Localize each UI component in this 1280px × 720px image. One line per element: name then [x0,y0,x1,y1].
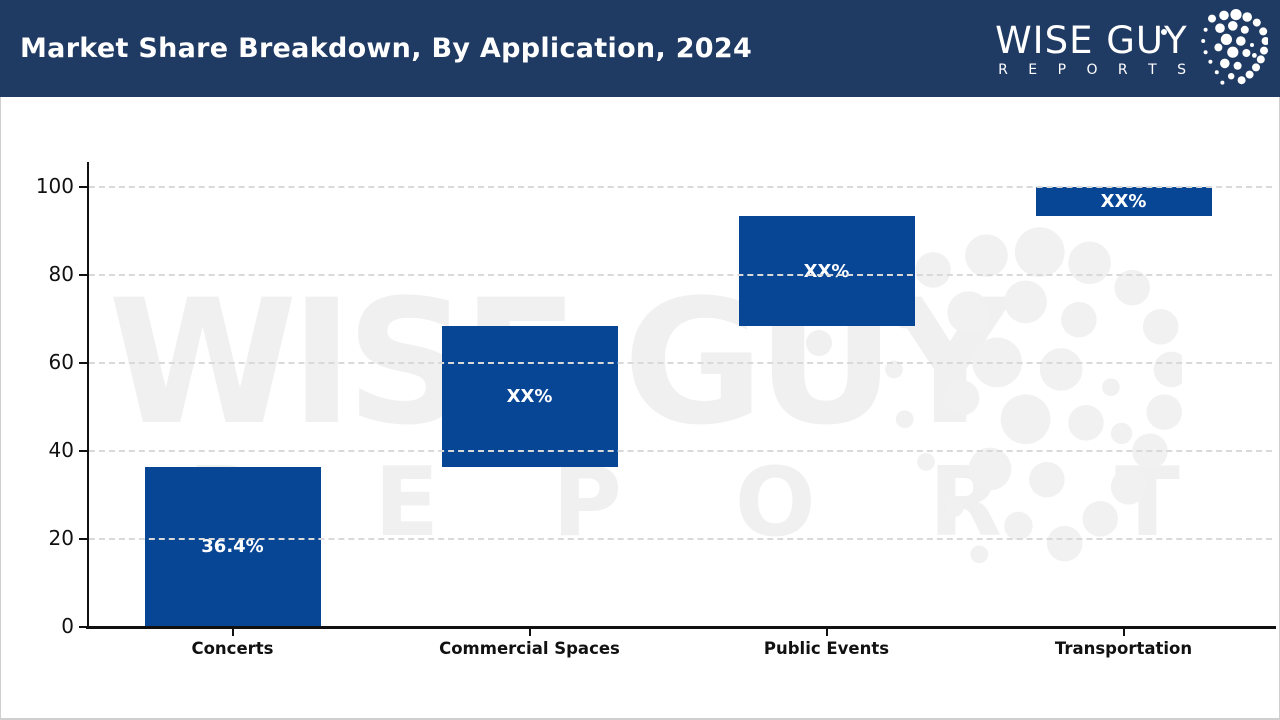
bar-label-commercial-spaces: XX% [506,386,553,408]
page-title: Market Share Breakdown, By Application, … [20,33,753,64]
page-border-left [0,97,1,720]
y-axis-label-0: 0 [61,614,74,638]
gridline-40 [89,450,1272,452]
bar-transportation: XX% [1035,187,1212,217]
y-tick-100 [79,186,87,188]
y-tick-40 [79,450,87,452]
y-tick-20 [79,538,87,540]
gridline-60 [89,362,1272,364]
x-axis-label-transportation: Transportation [1054,639,1193,658]
y-axis-label-80: 80 [48,262,74,286]
bar-public-events: XX% [738,216,915,327]
x-tick-public-events [825,629,828,636]
gridline-20 [89,538,1272,540]
bar-concerts: 36.4% [144,466,321,627]
gridline-100 [89,186,1272,188]
y-axis-label-100: 100 [35,174,74,198]
x-tick-commercial-spaces [528,629,531,636]
header-bar: Market Share Breakdown, By Application, … [0,0,1280,97]
y-tick-80 [79,274,87,276]
bar-commercial-spaces: XX% [441,326,618,467]
logo-wiseguy-label: WISE GUY [995,18,1188,62]
logo-dotted-head-icon [1201,9,1268,85]
gridline-80 [89,274,1272,276]
logo-reports-label: R E P O R T S [998,61,1194,78]
x-tick-concerts [231,629,234,636]
logo-dot-icon [1161,28,1167,35]
x-axis-label-concerts: Concerts [191,639,274,658]
watermark-logo-dot [806,330,832,356]
y-axis-label-60: 60 [48,350,74,374]
wise-guy-reports-logo: WISE GUY R E P O R T S [995,6,1268,92]
bar-label-concerts: 36.4% [201,536,264,558]
logo-text: WISE GUY R E P O R T S [995,18,1194,78]
y-axis-label-20: 20 [48,526,74,550]
x-axis-line [86,626,1276,629]
x-axis-label-public-events: Public Events [763,639,890,658]
y-axis-line [87,162,89,628]
x-axis-label-commercial-spaces: Commercial Spaces [439,639,620,658]
bar-label-transportation: XX% [1100,191,1147,213]
bar-label-public-events: XX% [803,260,850,282]
y-tick-0 [79,626,87,628]
x-tick-transportation [1122,629,1125,636]
page-border-bottom [0,718,1280,720]
y-tick-60 [79,362,87,364]
watermark-dotted-head-icon [885,227,1182,564]
y-axis-label-40: 40 [48,438,74,462]
